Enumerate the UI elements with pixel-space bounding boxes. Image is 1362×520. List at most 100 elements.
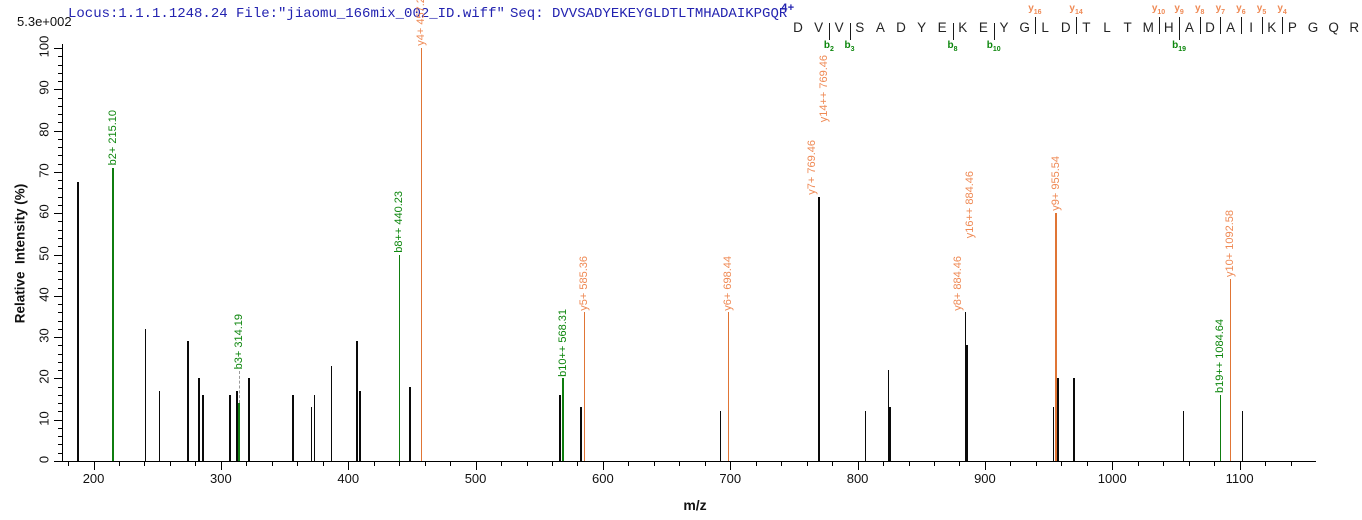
peak-label: y6+ 698.44 (722, 255, 735, 311)
y-minor-tick (58, 246, 62, 248)
x-tick-label: 600 (592, 471, 614, 486)
x-minor-tick (195, 462, 197, 466)
y-ion-marker: y16 (1028, 3, 1042, 16)
y-tick-label: 10 (36, 410, 52, 426)
y-minor-tick (58, 345, 62, 347)
x-minor-tick (1035, 462, 1037, 466)
sequence-residue: D (896, 20, 906, 35)
x-minor-tick (144, 462, 146, 466)
x-minor-tick (1086, 462, 1088, 466)
y-axis-title: Relative Intensity (%) (12, 183, 28, 324)
x-tick-label: 700 (719, 471, 742, 486)
x-minor-tick (1265, 462, 1267, 466)
peak (580, 407, 582, 461)
y-ion-marker: y4 (1277, 3, 1287, 16)
y-minor-tick (58, 444, 62, 446)
peak (198, 378, 200, 461)
cleavage-tick (1240, 17, 1242, 34)
y-tick-label: 60 (36, 204, 52, 219)
peak (719, 411, 722, 461)
x-minor-tick (246, 462, 248, 466)
y-minor-tick (58, 188, 62, 190)
peak (1241, 411, 1244, 461)
b-ion-marker: b10 (986, 40, 1001, 53)
peak (310, 407, 313, 461)
x-axis-title: m/z (683, 497, 707, 513)
sequence-residue: D (1060, 20, 1071, 35)
y-axis-line (62, 44, 63, 462)
sequence-residue: A (1184, 20, 1194, 35)
y-minor-tick (58, 72, 62, 74)
peak (292, 394, 294, 461)
sequence-residue: V (834, 20, 844, 35)
peak (202, 394, 204, 461)
x-tick-label: 800 (846, 471, 869, 486)
x-minor-tick (908, 462, 910, 466)
x-minor-tick (271, 462, 273, 466)
y-minor-tick (58, 204, 62, 206)
peak-label: b19++ 1084.64 (1214, 318, 1227, 393)
peak (238, 403, 240, 461)
sequence-residue: H (1163, 20, 1174, 35)
y-ion-marker: y6 (1236, 3, 1246, 16)
peak-label: y10+ 1092.58 (1224, 210, 1237, 278)
y-minor-tick (58, 155, 62, 157)
sequence-residue: Y (917, 20, 927, 35)
x-minor-tick (424, 462, 426, 466)
y-ion-marker: y9 (1174, 3, 1184, 16)
y-minor-tick (58, 138, 62, 140)
peak-label: b8++ 440.23 (393, 190, 406, 253)
x-major-tick (984, 462, 986, 470)
x-minor-tick (1163, 462, 1165, 466)
peak-label: y8+ 884.46 (952, 255, 965, 311)
b-ion-marker: b3 (844, 40, 855, 53)
peak-label: y9+ 955.54 (1049, 156, 1062, 212)
peak (887, 370, 890, 461)
sequence-residue: L (1103, 20, 1111, 35)
y-minor-tick (58, 361, 62, 363)
x-minor-tick (322, 462, 324, 466)
y-minor-tick (58, 229, 62, 231)
peak-label: y7+ 769.46 (805, 139, 818, 195)
peak (398, 254, 401, 461)
y-minor-tick (58, 353, 62, 355)
peak (727, 312, 730, 461)
y-minor-tick (58, 394, 62, 396)
peak (1073, 378, 1075, 461)
y-tick-label: 0 (36, 455, 52, 464)
x-minor-tick (679, 462, 681, 466)
y-minor-tick (58, 81, 62, 83)
y-minor-tick (58, 147, 62, 149)
peak (409, 386, 411, 461)
peak (1052, 407, 1055, 461)
x-major-tick (475, 462, 477, 470)
x-tick-label: 200 (82, 471, 105, 486)
y-ion-marker: y5 (1256, 3, 1267, 16)
peak (187, 341, 189, 461)
x-major-tick (602, 462, 604, 470)
y-minor-tick (58, 221, 62, 223)
y-major-tick (54, 378, 62, 380)
y-minor-tick (58, 271, 62, 273)
x-minor-tick (781, 462, 783, 466)
x-minor-tick (755, 462, 757, 466)
peak (420, 48, 423, 461)
x-minor-tick (1290, 462, 1292, 466)
x-major-tick (730, 462, 732, 470)
peak-label: y14++ 769.46 (817, 55, 830, 123)
peak (1219, 394, 1222, 461)
y-major-tick (54, 89, 62, 91)
sequence-residue: D (1205, 20, 1215, 35)
y-major-tick (54, 295, 62, 297)
cleavage-tick (1158, 17, 1160, 34)
y-ion-marker: y7 (1215, 3, 1226, 16)
peak (236, 390, 238, 461)
y-tick-label: 70 (36, 163, 52, 178)
peak (864, 411, 867, 461)
x-minor-tick (551, 462, 553, 466)
x-minor-tick (1061, 462, 1063, 466)
x-major-tick (1112, 462, 1114, 470)
b-ion-marker: b19 (1172, 40, 1187, 53)
y-minor-tick (58, 105, 62, 107)
